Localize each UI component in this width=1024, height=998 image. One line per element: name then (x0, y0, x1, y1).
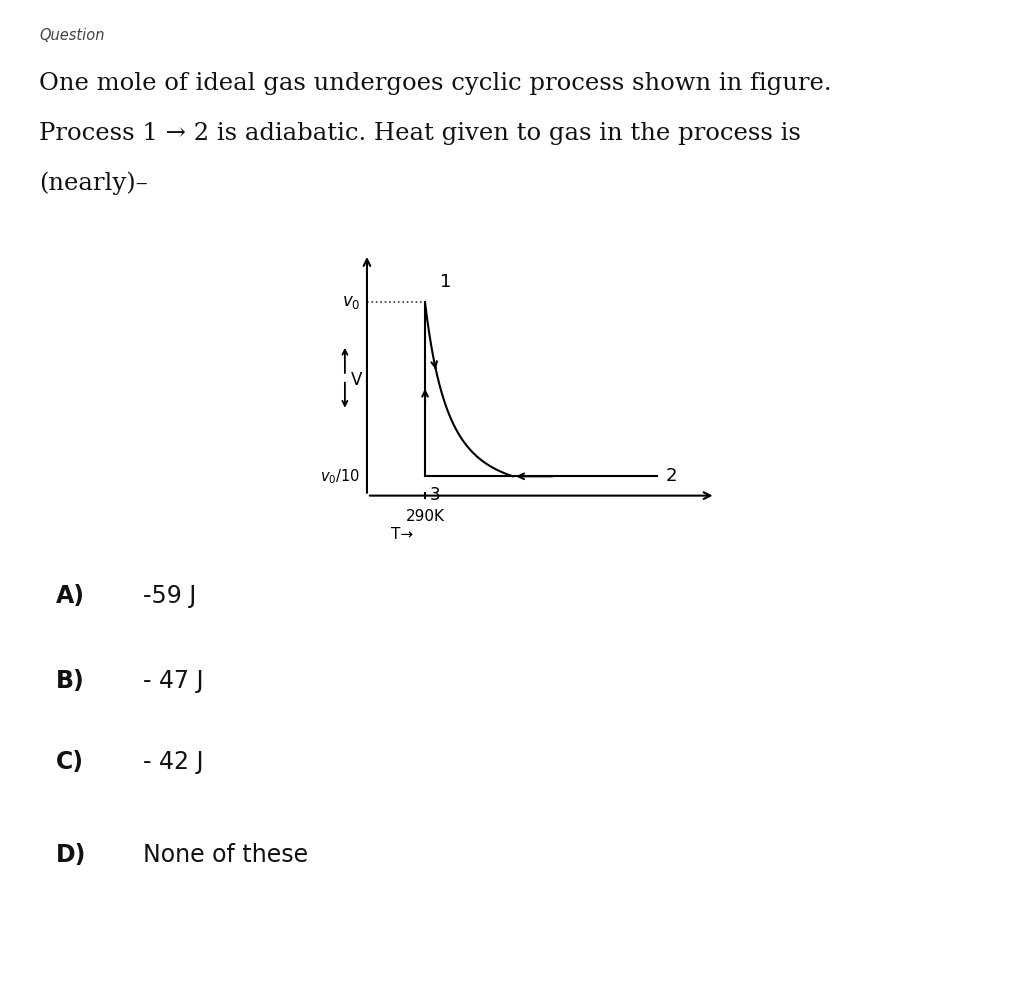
Text: 1: 1 (439, 272, 451, 290)
Text: 2: 2 (666, 467, 678, 485)
Text: $v_0/10$: $v_0/10$ (319, 467, 360, 486)
Text: - 42 J: - 42 J (143, 750, 204, 774)
Text: -59 J: -59 J (143, 584, 197, 608)
Text: 290K: 290K (406, 509, 444, 524)
Text: C): C) (56, 750, 84, 774)
Text: One mole of ideal gas undergoes cyclic process shown in figure.: One mole of ideal gas undergoes cyclic p… (39, 72, 831, 95)
Text: None of these: None of these (143, 843, 308, 867)
Text: T→: T→ (391, 527, 413, 542)
Text: (nearly)–: (nearly)– (39, 172, 147, 196)
Text: V: V (350, 370, 362, 389)
Text: Process 1 → 2 is adiabatic. Heat given to gas in the process is: Process 1 → 2 is adiabatic. Heat given t… (39, 122, 801, 145)
Text: 3: 3 (430, 486, 440, 504)
Text: $v_0$: $v_0$ (342, 293, 360, 311)
Text: Question: Question (39, 28, 104, 43)
Text: B): B) (56, 669, 85, 693)
Text: D): D) (56, 843, 87, 867)
Text: A): A) (56, 584, 85, 608)
Text: - 47 J: - 47 J (143, 669, 204, 693)
